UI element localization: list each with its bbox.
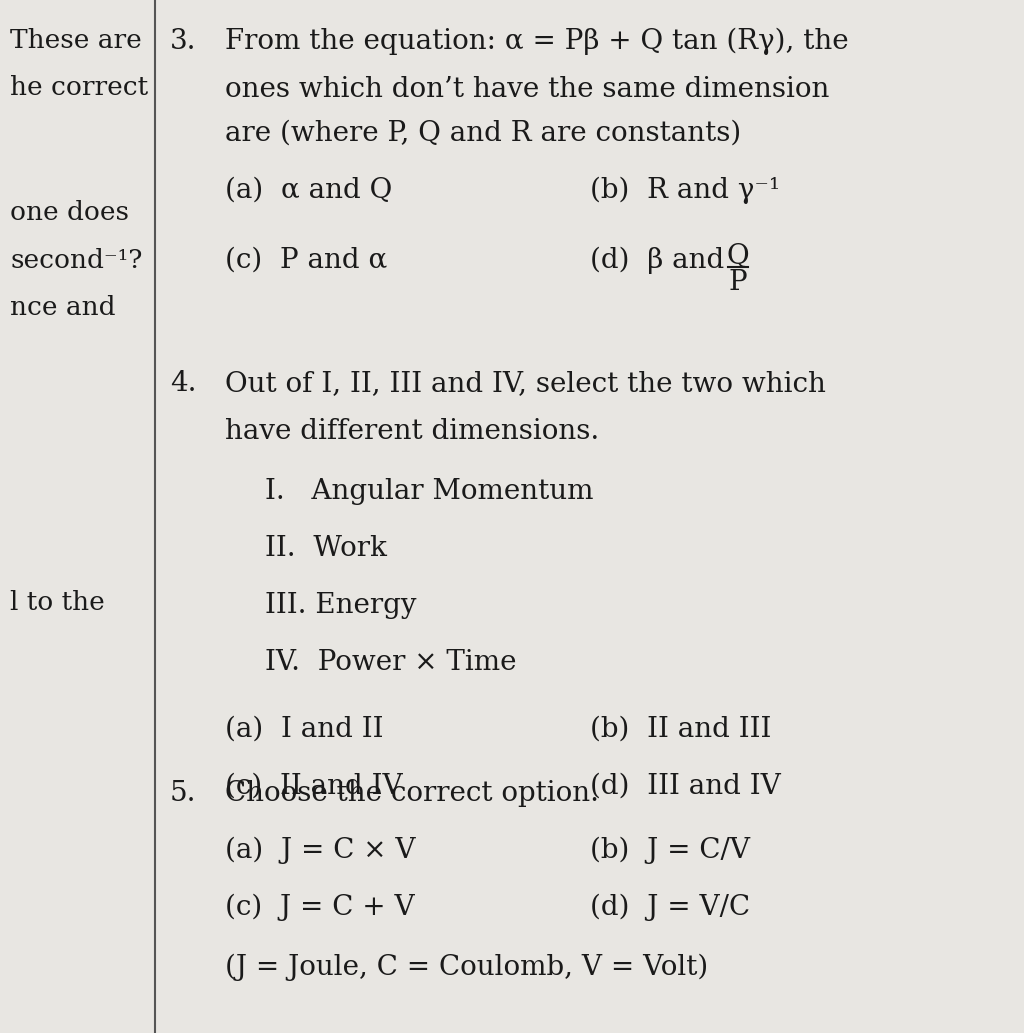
Text: I.   Angular Momentum: I. Angular Momentum [265, 478, 594, 505]
Text: IV.  Power × Time: IV. Power × Time [265, 649, 516, 676]
Text: (a)  α and Q: (a) α and Q [225, 177, 392, 204]
Text: he correct: he correct [10, 75, 148, 100]
Text: (b)  J = C/V: (b) J = C/V [590, 837, 750, 865]
Text: 3.: 3. [170, 28, 197, 55]
Text: (b)  II and III: (b) II and III [590, 716, 771, 743]
Text: one does: one does [10, 200, 129, 225]
Text: 5.: 5. [170, 780, 197, 807]
Text: l to the: l to the [10, 590, 104, 615]
Text: Choose the correct option.: Choose the correct option. [225, 780, 599, 807]
Text: 4.: 4. [170, 370, 197, 397]
Text: (J = Joule, C = Coulomb, V = Volt): (J = Joule, C = Coulomb, V = Volt) [225, 954, 709, 981]
Text: ones which don’t have the same dimension: ones which don’t have the same dimension [225, 76, 829, 103]
Text: Q: Q [727, 243, 750, 270]
Text: (d)  J = V/C: (d) J = V/C [590, 894, 751, 921]
Text: second⁻¹?: second⁻¹? [10, 248, 142, 273]
Text: II.  Work: II. Work [265, 535, 387, 562]
Text: (c)  J = C + V: (c) J = C + V [225, 894, 415, 921]
Text: These are: These are [10, 28, 141, 53]
Text: Out of I, II, III and IV, select the two which: Out of I, II, III and IV, select the two… [225, 370, 826, 397]
Text: (b)  R and γ⁻¹: (b) R and γ⁻¹ [590, 177, 780, 205]
Text: (c)  P and α: (c) P and α [225, 247, 387, 274]
Text: are (where P, Q and R are constants): are (where P, Q and R are constants) [225, 120, 741, 147]
Text: (d)  III and IV: (d) III and IV [590, 773, 780, 800]
Text: (a)  J = C × V: (a) J = C × V [225, 837, 416, 865]
Text: (a)  I and II: (a) I and II [225, 716, 384, 743]
Text: (c)  II and IV: (c) II and IV [225, 773, 402, 800]
Text: III. Energy: III. Energy [265, 592, 417, 619]
Text: have different dimensions.: have different dimensions. [225, 418, 599, 445]
Text: nce and: nce and [10, 295, 116, 320]
Text: From the equation: α = Pβ + Q tan (Rγ), the: From the equation: α = Pβ + Q tan (Rγ), … [225, 28, 849, 56]
Text: (d)  β and: (d) β and [590, 247, 724, 275]
Text: P: P [729, 269, 748, 296]
